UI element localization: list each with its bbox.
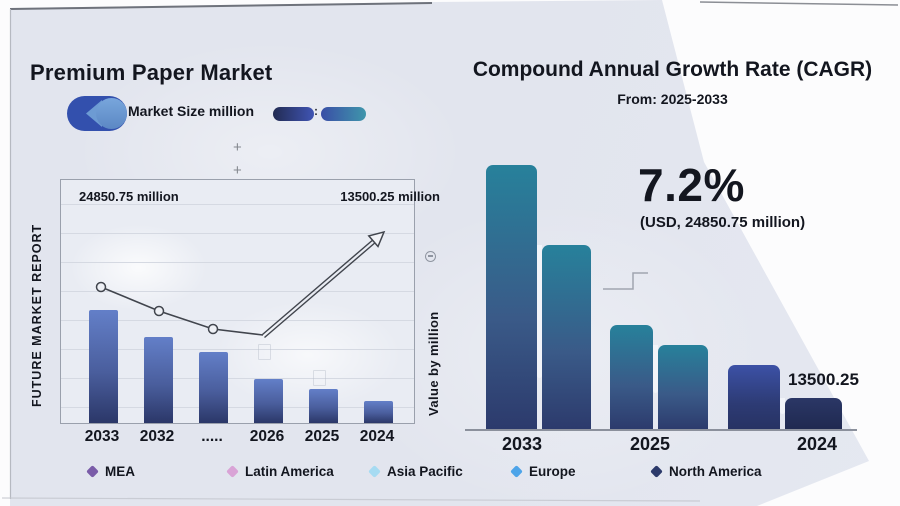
x-label: 2032 [139,428,175,445]
bar-ellipsis [199,352,228,423]
x-label: 2025 [304,428,340,445]
legend-item-europe: Europe [510,464,576,479]
cagr-value: 7.2% [638,159,745,211]
gridline [61,320,414,321]
trend-line-arrow [95,230,386,339]
annotation-2024-value: 13500.25 million [340,189,440,204]
ratio-pill-left-icon [273,107,314,121]
bar-2024 [364,401,393,423]
page-title: Premium Paper Market [30,60,273,85]
plus-mark-icon: + [233,139,242,156]
legend-label: Europe [529,464,576,479]
bar-2026 [254,379,283,423]
cagr-usd-note: (USD, 24850.75 million) [640,214,806,231]
x-label: ..... [201,428,223,445]
watermark-doc-icon [313,370,326,386]
ratio-colon: : [314,104,318,118]
market-size-label: Market Size million [128,103,255,119]
bar-2032 [144,337,173,423]
legend-diamond-icon [510,465,523,478]
bar-gap-notch [780,398,785,414]
cylinder-logo-cap-icon [96,98,127,129]
bar-2025-a [610,325,653,430]
bracket-decoration [603,272,648,290]
x-label: 2025 [629,434,671,454]
gridline [61,262,414,263]
gridline [61,349,414,350]
watermark-doc-icon [258,344,271,360]
legend-diamond-icon [86,465,99,478]
legend-item-mea: MEA [86,464,135,479]
legend-diamond-icon [226,465,239,478]
ratio-pill-right-icon [321,107,366,121]
bar-2033-b [542,245,591,430]
legend-diamond-icon [650,465,663,478]
cagr-chart-plot: 7.2% (USD, 24850.75 million) 13500.25 20… [460,150,885,454]
legend-label: Asia Pacific [387,464,463,479]
plus-mark-icon: + [233,162,242,179]
bar-2033 [89,310,118,423]
legend-item-asia-pacific: Asia Pacific [368,464,463,479]
x-axis-line [465,429,857,431]
x-label: 2033 [84,428,120,445]
bar-2024-a [728,365,780,430]
x-label: 2026 [249,428,285,445]
value-annotation-2024: 13500.25 [788,370,859,389]
bar-2033-a [486,165,537,430]
circle-minus-icon [425,251,436,262]
legend-label: MEA [105,464,135,479]
legend-label: Latin America [245,464,334,479]
gridline [61,291,414,292]
annotation-2033-value: 24850.75 million [79,189,179,204]
legend-diamond-icon [368,465,381,478]
cagr-subtitle: From: 2025-2033 [617,91,728,107]
bar-2024-b [785,398,842,430]
gridline [61,204,414,205]
value-axis-label: Value by million [426,311,441,416]
legend-item-north-america: North America [650,464,762,479]
market-size-chart-panel: 24850.75 million 13500.25 million [60,179,440,424]
legend-item-latin-america: Latin America [226,464,334,479]
x-label: 2033 [501,434,543,454]
side-watermark-label: FUTURE MARKET REPORT [30,223,44,407]
bar-gap-notch [653,345,658,393]
cagr-header: Compound Annual Growth Rate (CAGR) From:… [450,58,895,107]
bar-2025 [309,389,338,423]
bar-gap-notch [537,245,542,378]
cagr-title: Compound Annual Growth Rate (CAGR) [472,58,873,81]
gridline [61,378,414,379]
x-label: 2024 [796,434,838,454]
bar-2025-b [658,345,708,430]
x-label: 2024 [359,428,395,445]
gridline [61,407,414,408]
gridline [61,233,414,234]
legend-label: North America [669,464,762,479]
